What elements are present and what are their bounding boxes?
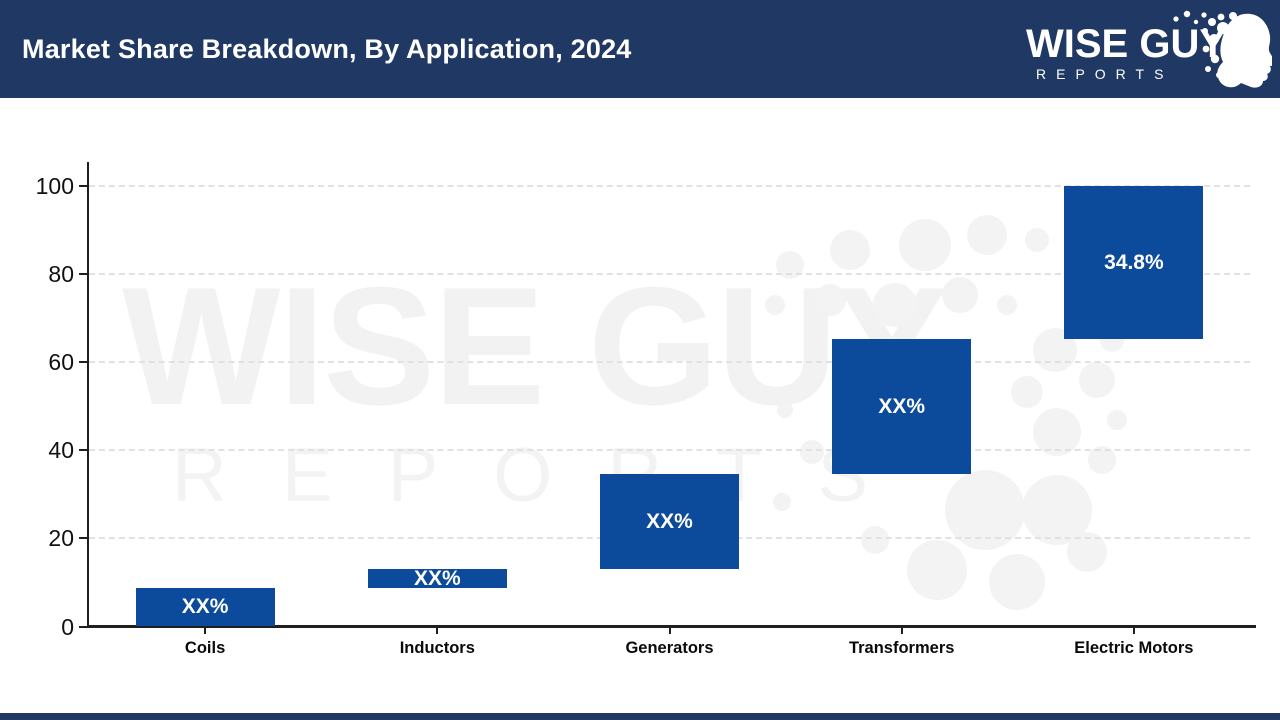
gridline-100 <box>89 185 1250 187</box>
bar-coils: XX% <box>135 588 275 627</box>
watermark-head-dots <box>765 215 1127 610</box>
x-tick-label-coils: Coils <box>184 639 226 657</box>
x-tick-generators <box>668 628 671 634</box>
y-tick-0 <box>79 625 88 628</box>
chart-title: Market Share Breakdown, By Application, … <box>22 33 632 64</box>
x-tick-label-transformers: Transformers <box>848 639 955 657</box>
footer-bar <box>0 713 1280 720</box>
bar-generators: XX% <box>600 474 739 570</box>
bar-label-electric-motors: 34.8% <box>1104 250 1164 274</box>
bar-electric-motors: 34.8% <box>1064 186 1204 340</box>
x-tick-label-generators: Generators <box>625 639 714 657</box>
header-bar: Market Share Breakdown, By Application, … <box>0 0 1280 98</box>
y-tick-40 <box>79 449 88 452</box>
y-tick-80 <box>79 273 88 276</box>
bar-inductors: XX% <box>367 566 507 590</box>
y-tick-20 <box>79 537 88 540</box>
x-tick-coils <box>204 628 207 634</box>
y-tick-100 <box>79 185 88 187</box>
wiseguy-logo: WISE GUY REPORTS <box>1026 10 1272 88</box>
x-tick-inductors <box>436 628 439 634</box>
x-tick-transformers <box>900 628 903 634</box>
y-tick-label-60: 60 <box>48 349 74 376</box>
x-axis-line <box>87 625 1256 628</box>
y-tick-label-100: 100 <box>35 173 74 199</box>
gridline-80 <box>89 273 1250 276</box>
x-tick-electric-motors <box>1132 628 1135 634</box>
watermark-wordmark: WISE GUY <box>122 252 948 440</box>
bar-label-coils: XX% <box>181 595 229 619</box>
y-tick-label-20: 20 <box>48 525 74 552</box>
bar-label-transformers: XX% <box>878 394 926 418</box>
y-tick-60 <box>79 361 88 364</box>
bar-label-inductors: XX% <box>413 566 461 590</box>
gridline-60 <box>89 361 1250 364</box>
logo-face-profile <box>1217 13 1272 88</box>
logo-wordmark: WISE GUY <box>1026 22 1226 66</box>
bar-transformers: XX% <box>832 339 972 475</box>
bar-label-generators: XX% <box>646 509 693 533</box>
logo-head-dots-icon <box>1173 10 1272 88</box>
y-tick-label-80: 80 <box>48 261 74 288</box>
logo-subtext: REPORTS <box>1036 66 1173 82</box>
y-tick-label-0: 0 <box>61 613 74 640</box>
y-axis-line <box>87 162 89 628</box>
x-tick-label-electric-motors: Electric Motors <box>1074 639 1194 657</box>
y-tick-label-40: 40 <box>48 437 74 464</box>
x-tick-label-inductors: Inductors <box>399 639 475 657</box>
gridline-40 <box>89 449 1250 452</box>
